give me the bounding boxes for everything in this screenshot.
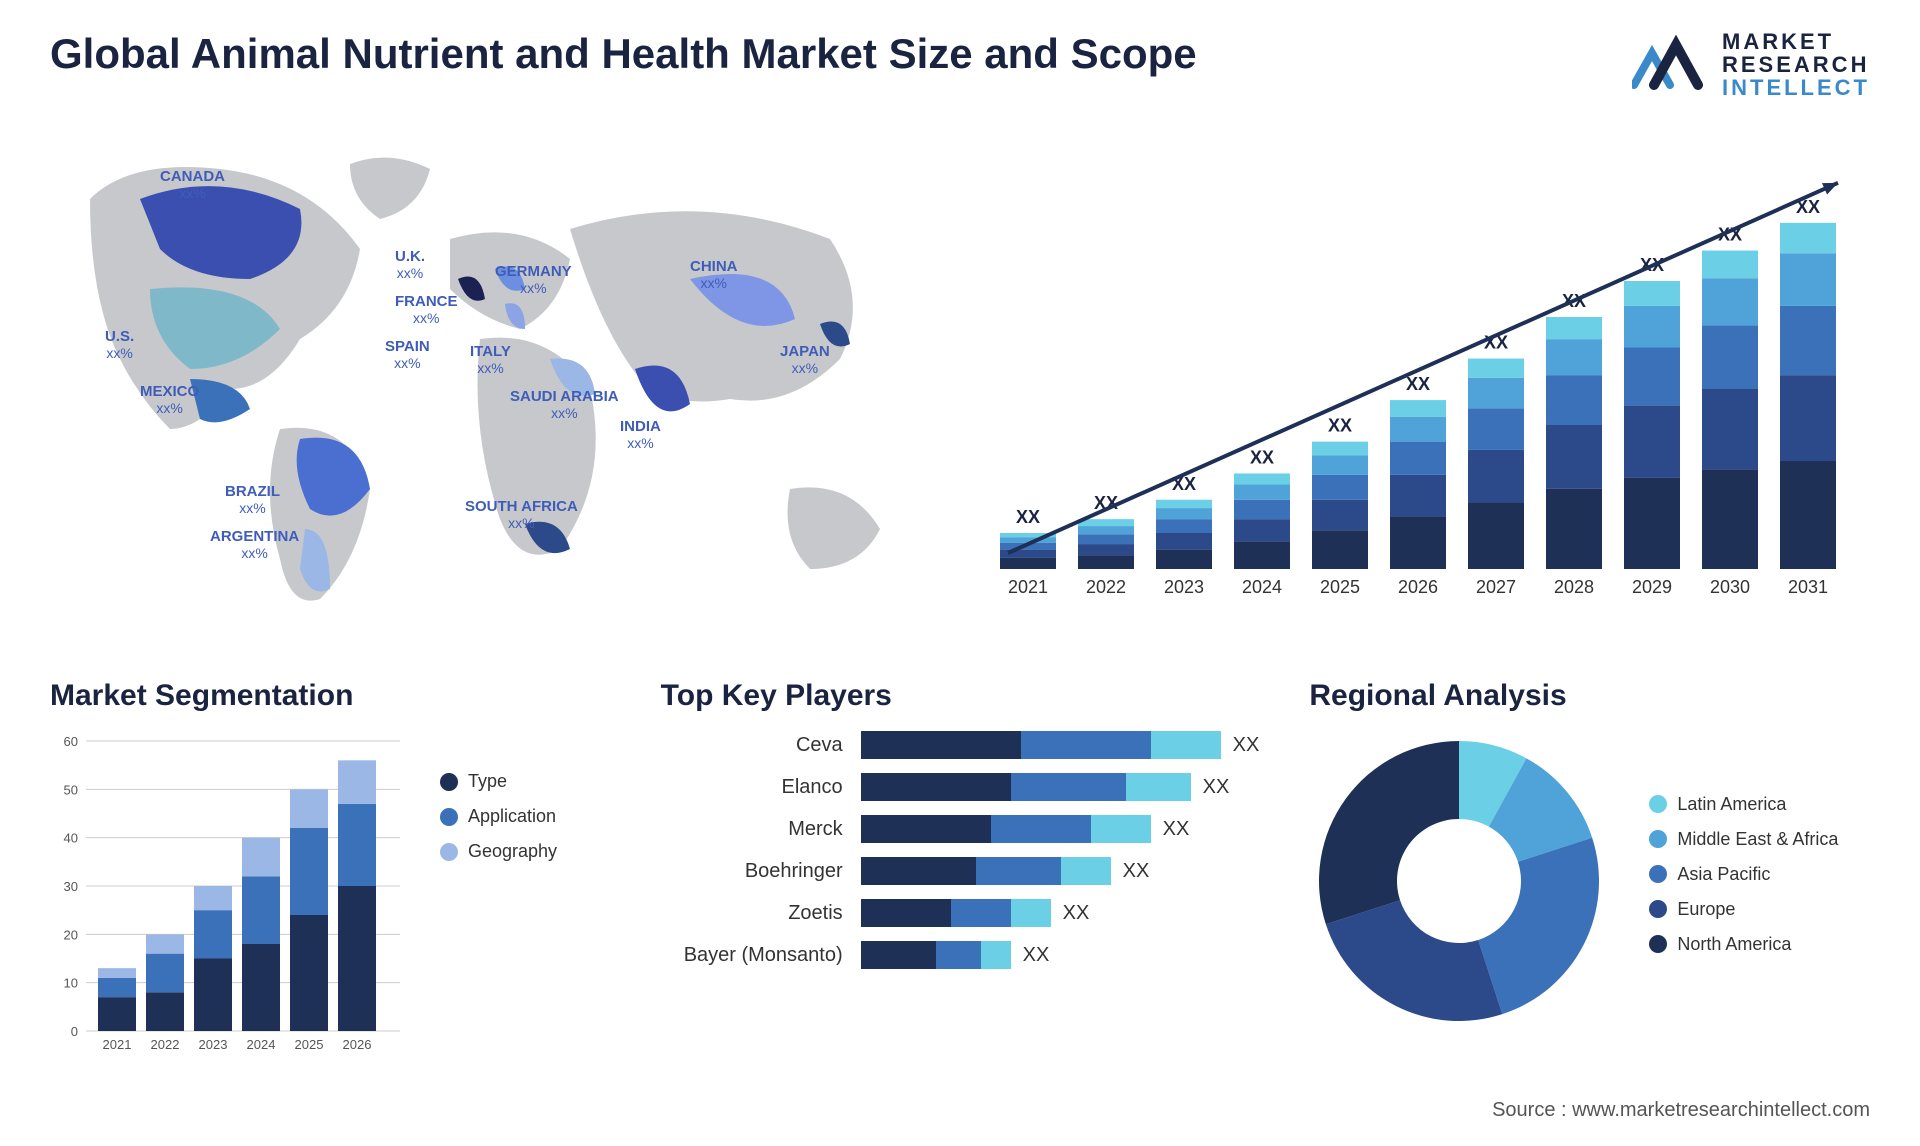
map-label: SPAINxx% — [385, 339, 430, 371]
player-bar — [861, 899, 1051, 927]
regional-title: Regional Analysis — [1309, 679, 1870, 713]
segmentation-chart-svg: 0 10 20 30 40 50 60 2021 2022 2023 2024 2025 2026 — [50, 731, 410, 1061]
map-label: GERMANYxx% — [495, 264, 572, 296]
map-label: SAUDI ARABIAxx% — [510, 389, 619, 421]
svg-text:2021: 2021 — [1008, 577, 1048, 597]
legend-item: North America — [1649, 934, 1838, 955]
svg-text:2023: 2023 — [199, 1037, 228, 1052]
svg-text:2029: 2029 — [1632, 577, 1672, 597]
regional-panel: Regional Analysis Latin America Middle Ea… — [1309, 679, 1870, 1109]
growth-chart-svg: XX2021XX2022XX2023XX2024XX2025XX2026XX20… — [970, 129, 1870, 629]
player-value: XX — [1063, 902, 1090, 925]
legend-item: Europe — [1649, 899, 1838, 920]
player-row: Merck XX — [661, 815, 1260, 843]
player-row: Ceva XX — [661, 731, 1260, 759]
player-name: Boehringer — [661, 860, 861, 883]
svg-text:2025: 2025 — [295, 1037, 324, 1052]
svg-text:XX: XX — [1250, 448, 1274, 468]
svg-text:XX: XX — [1016, 507, 1040, 527]
svg-text:60: 60 — [64, 734, 78, 749]
growth-chart: XX2021XX2022XX2023XX2024XX2025XX2026XX20… — [970, 129, 1870, 649]
player-name: Bayer (Monsanto) — [661, 944, 861, 967]
brand-logo: MARKET RESEARCH INTELLECT — [1632, 30, 1870, 99]
player-bar — [861, 773, 1191, 801]
map-label: FRANCExx% — [395, 294, 458, 326]
svg-text:XX: XX — [1328, 416, 1352, 436]
map-label: U.K.xx% — [395, 249, 425, 281]
svg-text:10: 10 — [64, 976, 78, 991]
map-label: ARGENTINAxx% — [210, 529, 299, 561]
svg-text:0: 0 — [71, 1024, 78, 1039]
map-label: CHINAxx% — [690, 259, 738, 291]
svg-text:2025: 2025 — [1320, 577, 1360, 597]
svg-text:XX: XX — [1406, 374, 1430, 394]
segmentation-title: Market Segmentation — [50, 679, 611, 713]
player-row: Zoetis XX — [661, 899, 1260, 927]
legend-item: Middle East & Africa — [1649, 829, 1838, 850]
player-bar — [861, 731, 1221, 759]
svg-text:2023: 2023 — [1164, 577, 1204, 597]
map-label: CANADAxx% — [160, 169, 225, 201]
svg-text:40: 40 — [64, 831, 78, 846]
player-name: Ceva — [661, 734, 861, 757]
logo-text: MARKET RESEARCH INTELLECT — [1722, 30, 1870, 99]
map-label: SOUTH AFRICAxx% — [465, 499, 578, 531]
map-label: INDIAxx% — [620, 419, 661, 451]
svg-text:2028: 2028 — [1554, 577, 1594, 597]
regional-legend: Latin America Middle East & Africa Asia Pa… — [1649, 794, 1838, 969]
world-map-svg — [50, 129, 930, 629]
svg-text:2027: 2027 — [1476, 577, 1516, 597]
player-name: Zoetis — [661, 902, 861, 925]
logo-icon — [1632, 35, 1710, 95]
svg-text:2024: 2024 — [1242, 577, 1282, 597]
header: Global Animal Nutrient and Health Market… — [50, 30, 1870, 99]
svg-text:2021: 2021 — [103, 1037, 132, 1052]
players-title: Top Key Players — [661, 679, 1260, 713]
player-value: XX — [1023, 944, 1050, 967]
map-label: ITALYxx% — [470, 344, 511, 376]
map-label: U.S.xx% — [105, 329, 134, 361]
player-value: XX — [1233, 734, 1260, 757]
legend-item: Geography — [440, 841, 557, 862]
svg-text:2026: 2026 — [343, 1037, 372, 1052]
svg-text:20: 20 — [64, 928, 78, 943]
legend-item: Application — [440, 806, 557, 827]
top-row: CANADAxx% U.S.xx%MEXICOxx% BRAZILxx% ARGENT… — [50, 129, 1870, 649]
source-label: Source : www.marketresearchintellect.com — [1492, 1099, 1870, 1122]
world-map: CANADAxx% U.S.xx%MEXICOxx% BRAZILxx% ARGENT… — [50, 129, 910, 649]
svg-text:30: 30 — [64, 879, 78, 894]
player-row: Bayer (Monsanto) XX — [661, 941, 1260, 969]
svg-text:2026: 2026 — [1398, 577, 1438, 597]
map-label: JAPANxx% — [780, 344, 830, 376]
player-bar — [861, 941, 1011, 969]
player-value: XX — [1163, 818, 1190, 841]
svg-text:2022: 2022 — [1086, 577, 1126, 597]
svg-text:2024: 2024 — [247, 1037, 276, 1052]
player-bar — [861, 815, 1151, 843]
svg-text:2031: 2031 — [1788, 577, 1828, 597]
player-value: XX — [1123, 860, 1150, 883]
players-chart: Ceva XX Elanco XX Merck XX Boehringer XX Zoetis X… — [661, 731, 1260, 969]
svg-text:2030: 2030 — [1710, 577, 1750, 597]
legend-item: Latin America — [1649, 794, 1838, 815]
player-row: Elanco XX — [661, 773, 1260, 801]
page-title: Global Animal Nutrient and Health Market… — [50, 30, 1197, 78]
legend-item: Asia Pacific — [1649, 864, 1838, 885]
player-value: XX — [1203, 776, 1230, 799]
svg-text:50: 50 — [64, 783, 78, 798]
player-name: Merck — [661, 818, 861, 841]
map-label: BRAZILxx% — [225, 484, 280, 516]
bottom-row: Market Segmentation 0 10 20 30 40 50 60 2021 202… — [50, 679, 1870, 1109]
svg-text:2022: 2022 — [151, 1037, 180, 1052]
player-name: Elanco — [661, 776, 861, 799]
legend-item: Type — [440, 771, 557, 792]
regional-donut-svg — [1309, 731, 1609, 1031]
segmentation-panel: Market Segmentation 0 10 20 30 40 50 60 2021 202… — [50, 679, 611, 1109]
map-label: MEXICOxx% — [140, 384, 199, 416]
players-panel: Top Key Players CevaXXElancoXXMerckXXBoe… — [661, 679, 1260, 1109]
player-row: Boehringer XX — [661, 857, 1260, 885]
player-bar — [861, 857, 1111, 885]
segmentation-legend: Type Application Geography — [440, 771, 557, 876]
